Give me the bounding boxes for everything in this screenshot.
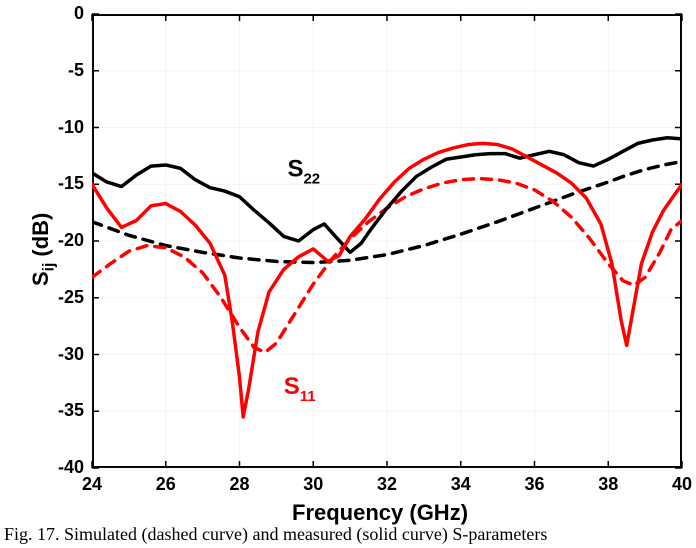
ylabel-main: S xyxy=(28,271,53,286)
ytick-label: -30 xyxy=(34,344,84,365)
y-axis-label: Sij (dB) xyxy=(28,213,58,286)
xtick-label: 40 xyxy=(662,474,696,495)
figure-caption: Fig. 17. Simulated (dashed curve) and me… xyxy=(4,524,547,545)
plot-svg: S22 S11 xyxy=(0,0,696,548)
xtick-label: 38 xyxy=(588,474,628,495)
ylabel-sub: ij xyxy=(40,263,57,272)
xtick-label: 34 xyxy=(441,474,481,495)
series-annotation: S11 xyxy=(284,373,316,405)
xtick-label: 26 xyxy=(146,474,186,495)
ytick-label: -5 xyxy=(34,60,84,81)
xtick-label: 36 xyxy=(515,474,555,495)
series-annotation: S22 xyxy=(287,155,320,187)
xtick-label: 30 xyxy=(293,474,333,495)
x-axis-label: Frequency (GHz) xyxy=(292,500,468,526)
ylabel-unit: (dB) xyxy=(28,213,53,263)
ytick-label: 0 xyxy=(34,3,84,24)
ytick-label: -40 xyxy=(34,457,84,478)
ytick-label: -10 xyxy=(34,117,84,138)
ytick-label: -25 xyxy=(34,287,84,308)
xtick-label: 32 xyxy=(367,474,407,495)
ytick-label: -35 xyxy=(34,400,84,421)
figure: S22S11 242628303234363840-40-35-30-25-20… xyxy=(0,0,696,548)
ytick-label: -15 xyxy=(34,173,84,194)
xtick-label: 28 xyxy=(220,474,260,495)
